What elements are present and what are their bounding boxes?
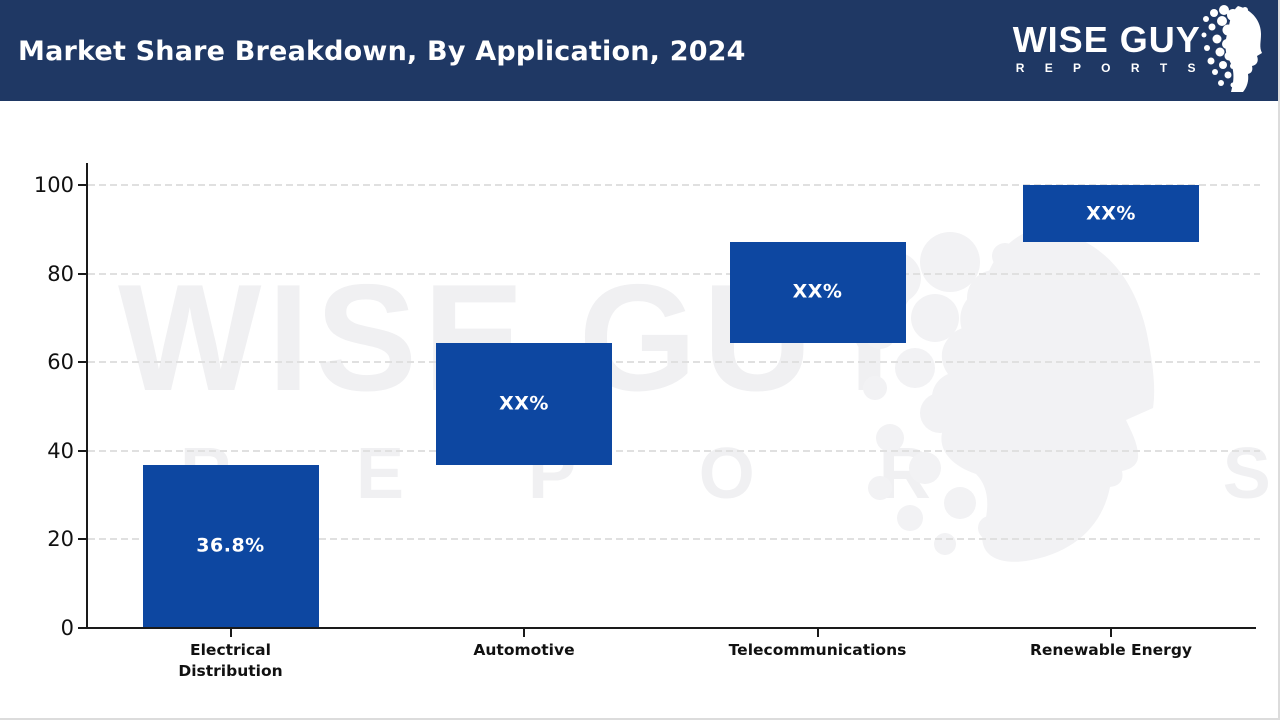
y-axis-tick	[78, 361, 86, 364]
x-axis-tick	[816, 629, 819, 637]
logo-text: WISE GUY R E P O R T S	[1012, 18, 1204, 75]
x-axis-line	[86, 627, 1256, 629]
x-axis-tick	[1110, 629, 1112, 637]
gridline	[88, 538, 1260, 541]
bar-value-label: XX%	[1086, 202, 1136, 225]
y-axis-line	[86, 163, 88, 629]
x-tick-label: Renewable Energy	[1029, 641, 1193, 659]
logo-wordmark: WISE GUY	[1012, 18, 1201, 60]
y-axis-tick	[78, 449, 86, 452]
gridline	[88, 449, 1260, 452]
y-axis-tick	[78, 184, 86, 187]
wiseguy-logo: WISE GUY R E P O R T S	[1013, 4, 1270, 92]
y-axis-tick	[78, 538, 86, 541]
x-tick-label: Automotive	[473, 641, 575, 659]
x-axis-tick	[523, 629, 525, 637]
y-tick-label: 60	[47, 350, 74, 375]
y-axis-tick	[78, 626, 86, 629]
bar: XX%	[436, 342, 612, 465]
bar: XX%	[1023, 185, 1199, 242]
x-axis-tick	[229, 629, 232, 637]
y-tick-label: 80	[47, 261, 74, 286]
x-tick-label: Telecommunications	[728, 641, 907, 659]
logo-subtitle: R E P O R T S	[1015, 60, 1204, 75]
header-bar: Market Share Breakdown, By Application, …	[0, 0, 1278, 101]
bar-value-label: XX%	[792, 280, 843, 303]
bar-value-label: 36.8%	[196, 534, 265, 557]
chart-title: Market Share Breakdown, By Application, …	[18, 36, 746, 67]
y-tick-label: 40	[47, 438, 74, 463]
gridline	[88, 361, 1260, 364]
y-tick-label: 0	[60, 615, 74, 640]
bar: XX%	[729, 241, 906, 343]
y-tick-label: 100	[33, 173, 74, 198]
gridline	[88, 184, 1260, 187]
gridline	[88, 272, 1260, 275]
logo-head-icon	[1201, 5, 1262, 92]
bar-value-label: XX%	[499, 392, 549, 415]
y-axis-tick	[78, 272, 86, 275]
bar: 36.8%	[142, 464, 319, 628]
x-tick-label: Electrical Distribution	[178, 641, 283, 680]
y-tick-label: 20	[47, 527, 74, 552]
